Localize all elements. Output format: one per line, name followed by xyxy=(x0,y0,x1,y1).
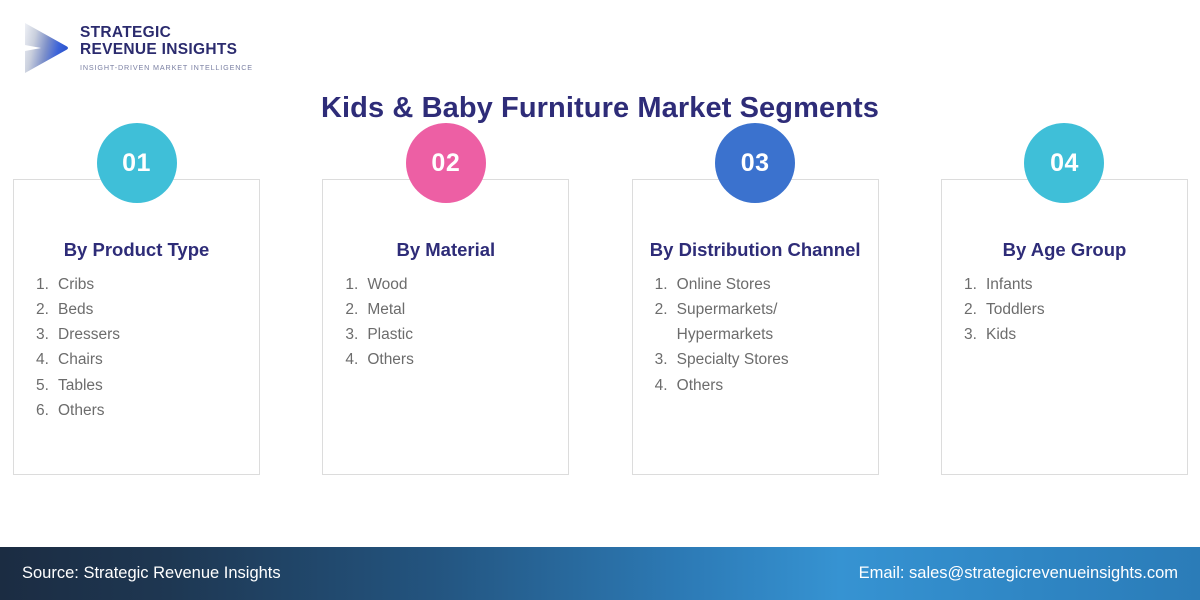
list-item-number: 3. xyxy=(963,326,977,344)
segment-list-4: 1. Infants 2. Toddlers 3. Kids xyxy=(942,272,1187,348)
brand-name-line2: REVENUE INSIGHTS xyxy=(80,41,238,58)
list-item: 2. Toddlers xyxy=(964,297,1187,322)
brand-name-line1: STRATEGIC xyxy=(80,23,172,41)
list-item-label: Beds xyxy=(58,300,94,318)
list-item-number: 3. xyxy=(345,326,359,344)
list-item-label: Infants xyxy=(985,275,1033,293)
list-item-number: 2. xyxy=(36,300,49,318)
list-item-number: 5. xyxy=(36,376,49,394)
list-item-label: Kids xyxy=(985,326,1017,344)
segment-badge-3: 03 xyxy=(715,123,796,203)
list-item-label: Metal xyxy=(367,300,406,318)
list-item-label: Dressers xyxy=(58,326,121,344)
segment-card-2: 02 By Material 1. Wood 2. Metal 3. Plastic … xyxy=(322,123,570,475)
list-item-number: 6. xyxy=(36,401,49,419)
list-item-number: 1. xyxy=(345,275,359,293)
list-item-number: 4. xyxy=(345,351,359,369)
list-item-number: 2. xyxy=(654,300,668,318)
segment-card-4: 04 By Age Group 1. Infants 2. Toddlers 3. K… xyxy=(940,123,1188,475)
list-item: 2. Beds xyxy=(36,297,259,322)
list-item: 3. Specialty Stores xyxy=(655,347,878,372)
list-item-label: Wood xyxy=(367,275,408,293)
list-item-label: Others xyxy=(58,401,105,419)
footer-bar: Source: Strategic Revenue Insights Email… xyxy=(0,547,1200,600)
list-item-label: Supermarkets/ Hypermarkets xyxy=(676,300,778,344)
list-item-number: 1. xyxy=(963,275,977,293)
list-item-label: Tables xyxy=(58,376,103,394)
list-item-label: Others xyxy=(367,351,414,369)
footer-email: Email: sales@strategicrevenueinsights.co… xyxy=(858,564,1178,582)
list-item: 3. Dressers xyxy=(36,322,259,347)
segment-heading-1: By Product Type xyxy=(63,239,210,260)
list-item: 1. Cribs xyxy=(36,272,259,297)
list-item-label: Chairs xyxy=(58,351,103,369)
brand-logo: STRATEGIC REVENUE INSIGHTS INSIGHT-DRIVE… xyxy=(22,20,253,76)
list-item-number: 3. xyxy=(654,351,668,369)
list-item-label: Online Stores xyxy=(676,275,771,293)
segment-heading-2: By Material xyxy=(396,239,496,260)
list-item: 1. Online Stores xyxy=(655,272,878,297)
list-item-label: Toddlers xyxy=(985,300,1045,318)
list-item: 6. Others xyxy=(36,398,259,423)
chevron-arrow-icon xyxy=(22,20,70,76)
list-item-number: 1. xyxy=(654,275,668,293)
segment-list-3: 1. Online Stores 2. Supermarkets/ Hypermar… xyxy=(633,272,878,398)
list-item: 2. Supermarkets/ Hypermarkets xyxy=(655,297,878,348)
list-item: 3. Kids xyxy=(964,322,1187,347)
list-item: 4. Others xyxy=(655,373,878,398)
list-item-number: 2. xyxy=(345,300,359,318)
page-title: Kids & Baby Furniture Market Segments xyxy=(320,92,880,124)
brand-tagline: INSIGHT-DRIVEN MARKET INTELLIGENCE xyxy=(80,63,253,73)
list-item-number: 1. xyxy=(36,275,49,293)
segment-badge-4: 04 xyxy=(1024,123,1105,203)
segment-list-2: 1. Wood 2. Metal 3. Plastic 4. Others xyxy=(323,272,568,373)
list-item: 1. Wood xyxy=(345,272,568,297)
list-item-number: 4. xyxy=(36,351,49,369)
segment-list-1: 1. Cribs 2. Beds 3. Dressers 4. Chairs 5. Tab… xyxy=(14,272,259,424)
list-item-label: Plastic xyxy=(367,326,413,344)
segment-heading-3: By Distribution Channel xyxy=(649,239,861,260)
list-item: 5. Tables xyxy=(36,373,259,398)
segment-card-3: 03 By Distribution Channel 1. Online Stor… xyxy=(631,123,879,475)
footer-source: Source: Strategic Revenue Insights xyxy=(22,564,281,582)
list-item-number: 2. xyxy=(963,300,977,318)
list-item: 4. Chairs xyxy=(36,347,259,372)
list-item: 3. Plastic xyxy=(345,322,568,347)
list-item: 1. Infants xyxy=(964,272,1187,297)
list-item-label: Cribs xyxy=(58,275,95,293)
segment-heading-4: By Age Group xyxy=(1002,239,1127,260)
segment-card-row: 01 By Product Type 1. Cribs 2. Beds 3. Dres… xyxy=(13,123,1188,475)
list-item-number: 4. xyxy=(654,376,668,394)
segment-card-1: 01 By Product Type 1. Cribs 2. Beds 3. Dres… xyxy=(13,123,260,475)
list-item-number: 3. xyxy=(36,326,49,344)
list-item: 2. Metal xyxy=(345,297,568,322)
segment-badge-1: 01 xyxy=(96,123,177,203)
list-item-label: Others xyxy=(676,376,724,394)
list-item: 4. Others xyxy=(345,347,568,372)
list-item-label: Specialty Stores xyxy=(676,351,789,369)
segment-badge-2: 02 xyxy=(405,123,486,203)
